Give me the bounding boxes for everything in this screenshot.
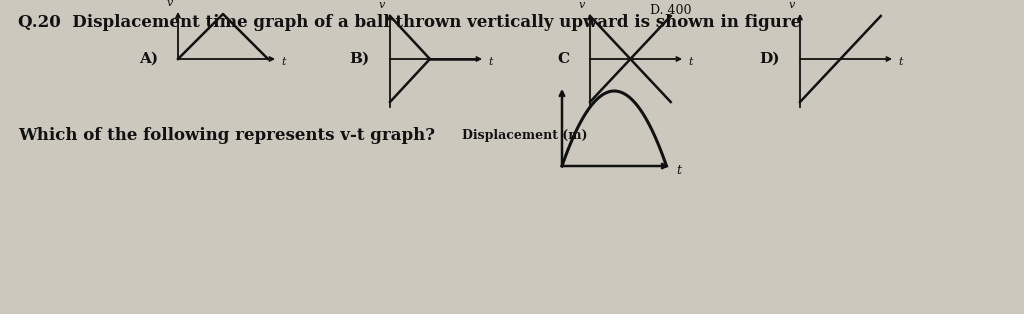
Text: Q.20  Displacement time graph of a ball thrown vertically upward is shown in fig: Q.20 Displacement time graph of a ball t… — [18, 14, 801, 31]
Text: Which of the following represents v-t graph?: Which of the following represents v-t gr… — [18, 127, 435, 144]
Text: v: v — [788, 0, 795, 10]
Text: v: v — [579, 0, 585, 10]
Text: t: t — [688, 57, 692, 67]
Text: t: t — [676, 164, 681, 176]
Text: v: v — [379, 0, 385, 10]
Text: A): A) — [139, 52, 158, 66]
Text: t: t — [281, 57, 286, 67]
Text: D): D) — [760, 52, 780, 66]
Text: v: v — [167, 0, 173, 8]
Text: t: t — [488, 57, 493, 67]
Text: B): B) — [350, 52, 370, 66]
Text: D. 400: D. 400 — [650, 4, 691, 17]
Text: t: t — [898, 57, 902, 67]
Text: Displacement (m): Displacement (m) — [462, 129, 588, 143]
Text: C: C — [558, 52, 570, 66]
